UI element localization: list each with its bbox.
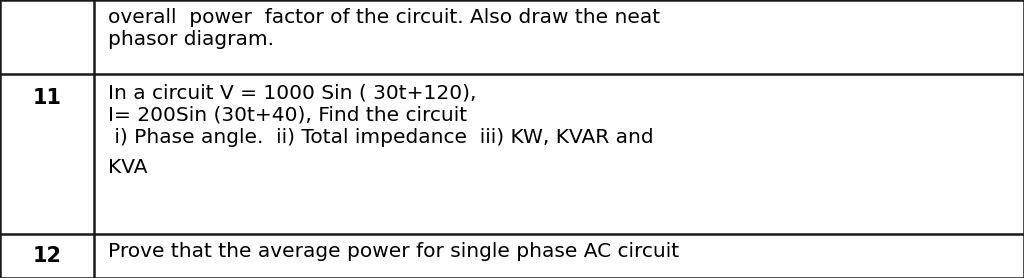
Text: 12: 12 <box>33 245 61 265</box>
Text: I= 200Sin (30t+40), Find the circuit: I= 200Sin (30t+40), Find the circuit <box>109 106 468 125</box>
Text: In a circuit V = 1000 Sin ( 30t+120),: In a circuit V = 1000 Sin ( 30t+120), <box>109 84 477 103</box>
Text: KVA: KVA <box>109 158 147 177</box>
Text: i) Phase angle.  ii) Total impedance  iii) KW, KVAR and: i) Phase angle. ii) Total impedance iii)… <box>109 128 654 147</box>
Text: phasor diagram.: phasor diagram. <box>109 30 274 49</box>
Text: overall  power  factor of the circuit. Also draw the neat: overall power factor of the circuit. Als… <box>109 8 660 27</box>
Text: 11: 11 <box>33 88 61 108</box>
Text: Prove that the average power for single phase AC circuit: Prove that the average power for single … <box>109 242 680 260</box>
